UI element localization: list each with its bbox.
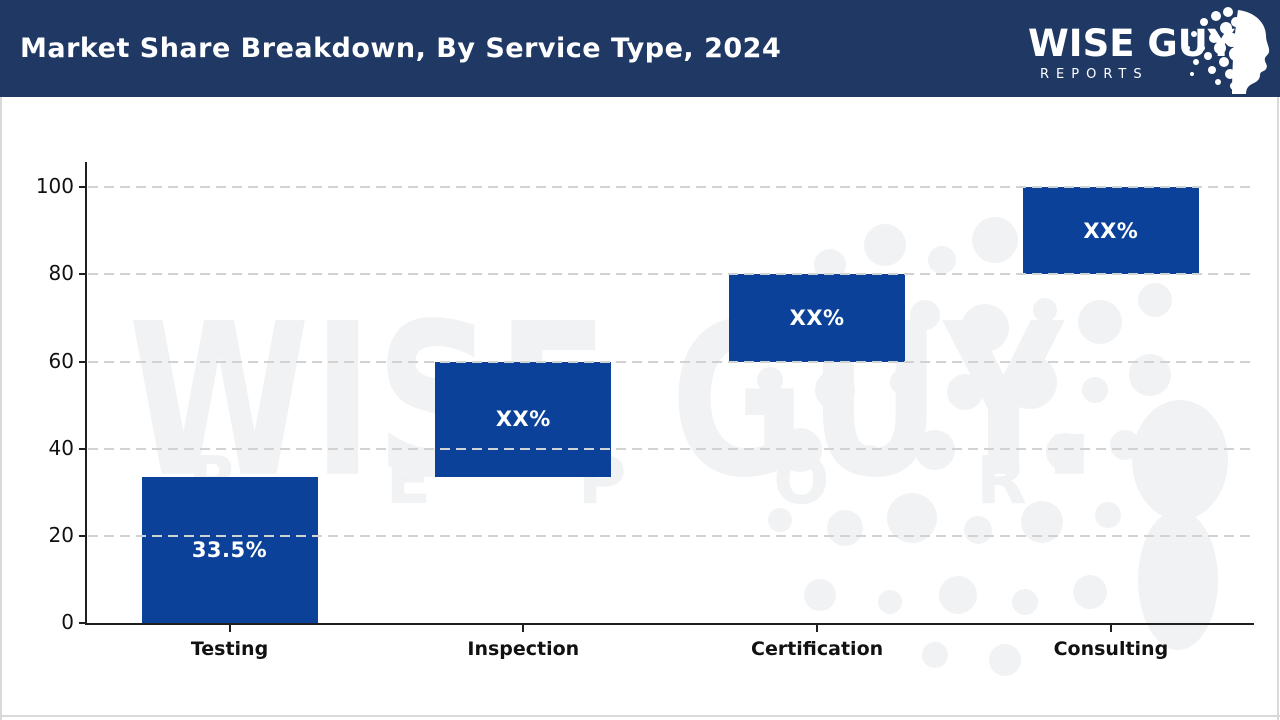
y-axis-tick: [79, 273, 85, 276]
bar-value-label: 33.5%: [191, 538, 268, 562]
watermark-reports-text: R E P O R T S: [188, 442, 1280, 519]
y-axis-tick-label: 60: [48, 348, 74, 373]
x-axis-tick: [816, 625, 819, 632]
gridline: [88, 360, 1252, 363]
category-label: Inspection: [467, 638, 580, 660]
gridline: [88, 447, 1252, 450]
category-label: Certification: [751, 638, 884, 660]
y-axis-tick: [79, 360, 85, 363]
plot-area: 0 20 40 60 80 100 33.5% Testing XX% Inspection XX%…: [0, 97, 1280, 720]
logo-dot-head-icon: [1186, 7, 1270, 94]
bar: 33.5%: [141, 477, 318, 623]
wise-guy-reports-logo: WISE GUY REPORTS: [1028, 7, 1270, 94]
gridline: [88, 273, 1252, 276]
bar-value-label: XX%: [495, 407, 551, 432]
category-label: Testing: [190, 638, 269, 660]
bar-value-label: XX%: [789, 306, 845, 330]
header-bar: Market Share Breakdown, By Service Type,…: [0, 0, 1280, 97]
page-border-bottom: [0, 715, 1280, 717]
y-axis-spine: [85, 162, 87, 625]
bar: XX%: [1022, 187, 1199, 275]
watermark-dots-head: [757, 217, 1228, 676]
y-axis-tick-label: 20: [48, 522, 74, 547]
x-axis-tick: [228, 625, 231, 632]
y-axis-tick-label: 100: [35, 174, 74, 199]
page-border-right: [1277, 97, 1279, 720]
y-axis-tick: [79, 447, 85, 450]
y-axis-tick-label: 40: [48, 435, 74, 460]
x-axis-spine: [85, 623, 1254, 625]
watermark-wordmark: WISE GUY.: [128, 278, 1103, 524]
gridline: [88, 534, 1252, 537]
gridline: [88, 186, 1252, 189]
logo-wordmark: WISE GUY: [1028, 22, 1236, 65]
y-axis-tick: [79, 186, 85, 189]
logo-reports-text: REPORTS: [1040, 67, 1149, 82]
x-axis-tick: [1109, 625, 1112, 632]
x-axis-tick: [522, 625, 525, 632]
y-axis-tick: [79, 622, 85, 624]
page-title: Market Share Breakdown, By Service Type,…: [20, 33, 782, 64]
y-axis-tick-label: 0: [61, 610, 74, 634]
y-axis-tick-label: 80: [48, 261, 74, 286]
bar-value-label: XX%: [1083, 218, 1139, 243]
y-axis-tick: [79, 534, 85, 537]
bar: XX%: [435, 361, 612, 478]
bar: XX%: [729, 274, 906, 362]
category-label: Consulting: [1053, 638, 1169, 660]
page-border-left: [0, 97, 2, 720]
